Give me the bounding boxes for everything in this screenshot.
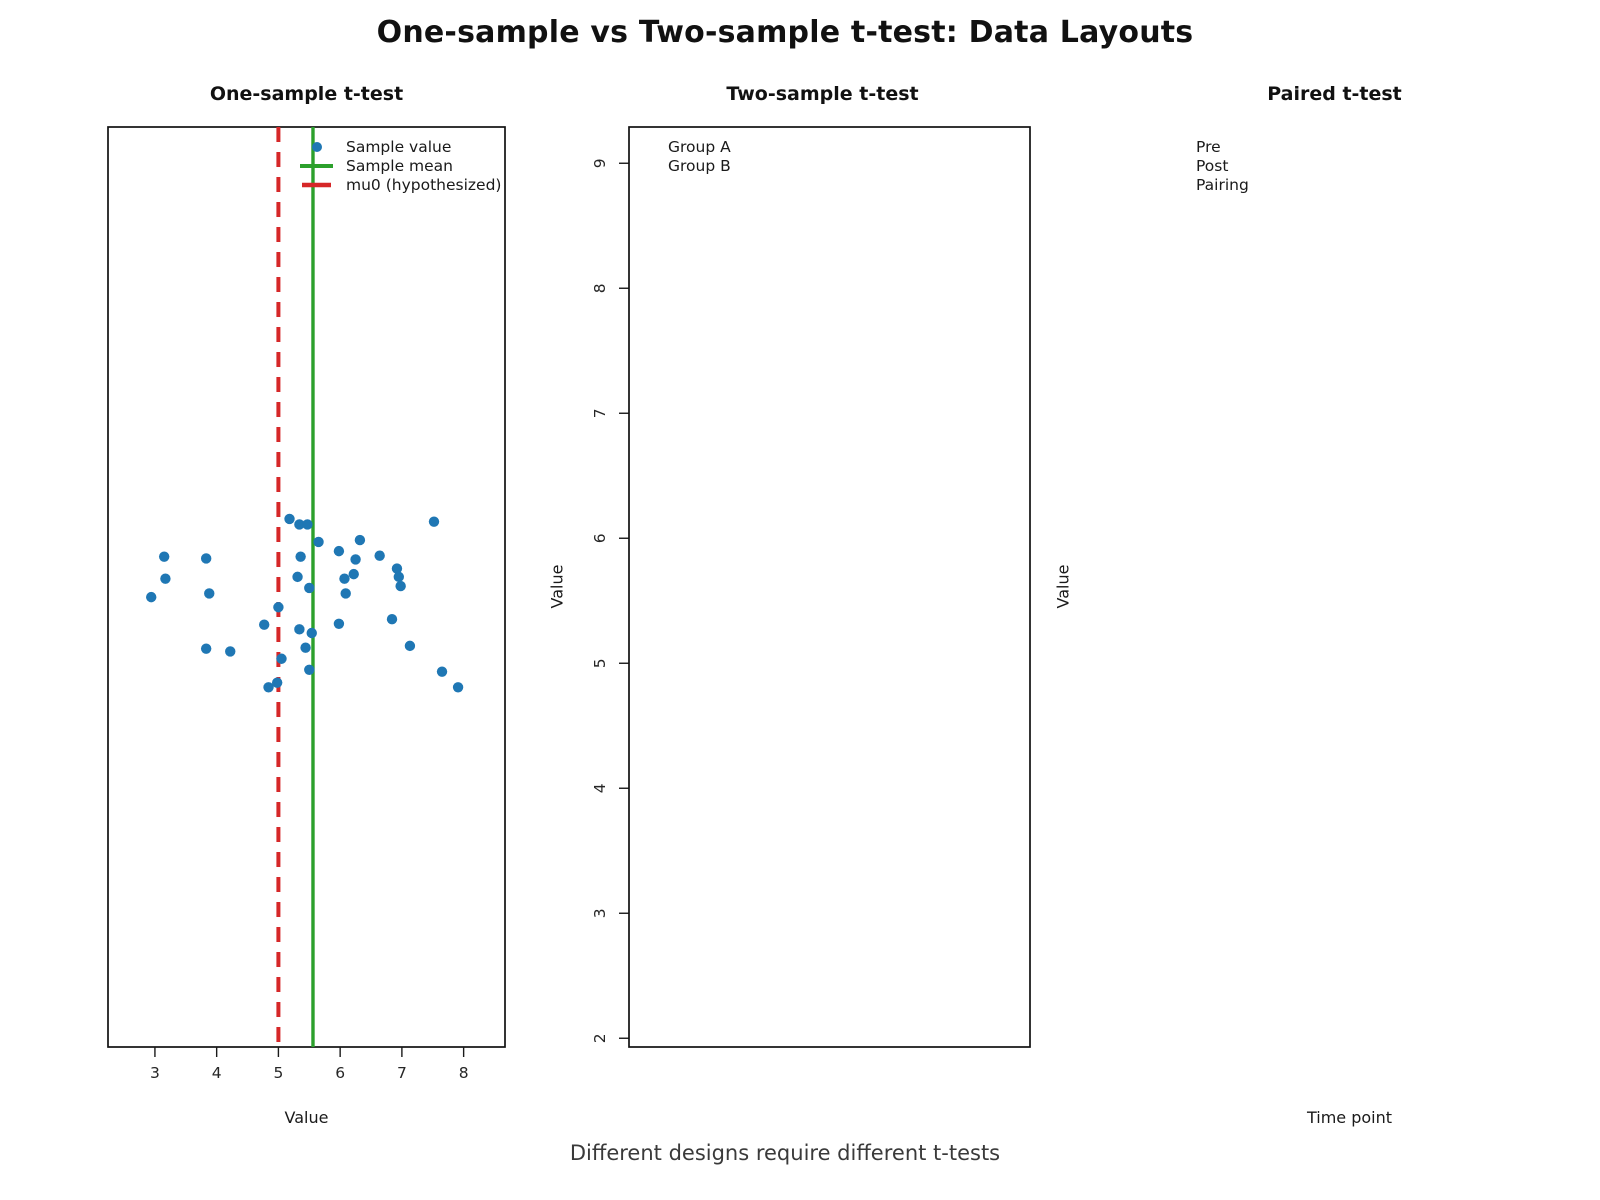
sample-point xyxy=(225,646,236,657)
legend-pre: Pre xyxy=(1196,138,1221,156)
panel3-yaxis-label: Value xyxy=(1053,564,1073,609)
legend-group-b: Group B xyxy=(668,157,731,175)
sample-point xyxy=(348,568,359,580)
x-tick-label: 4 xyxy=(212,1064,222,1082)
panel1-frame xyxy=(107,126,506,1048)
sample-point xyxy=(160,573,171,584)
sample-point xyxy=(428,516,440,527)
panel2-yaxis-label: Value xyxy=(547,564,567,609)
sample-point xyxy=(306,627,317,639)
legend-group-a: Group A xyxy=(668,138,731,156)
sample-point xyxy=(350,554,361,565)
sample-point xyxy=(294,519,305,530)
sample-point xyxy=(333,618,345,629)
x-tick-label: 3 xyxy=(150,1064,160,1082)
y-tick-label: 4 xyxy=(591,783,609,793)
sample-point xyxy=(393,571,405,583)
sample-point xyxy=(304,582,315,594)
y-tick-label: 7 xyxy=(591,408,609,418)
y-tick-label: 2 xyxy=(591,1033,609,1043)
sample-point xyxy=(404,640,416,652)
panel3-xaxis-label: Time point xyxy=(1306,1108,1393,1127)
sample-point xyxy=(271,677,283,688)
sample-point xyxy=(436,666,448,677)
panel2-title: Two-sample t-test xyxy=(726,83,919,105)
sample-point xyxy=(300,642,311,653)
sample-point xyxy=(284,513,295,525)
sample-point xyxy=(339,573,350,584)
y-tick-label: 3 xyxy=(591,908,609,918)
panel3-title: Paired t-test xyxy=(1267,83,1402,105)
sample-point xyxy=(204,588,215,599)
legend-sample-value-marker xyxy=(312,142,322,152)
sample-point xyxy=(292,571,303,583)
y-tick-label: 6 xyxy=(591,533,609,543)
sample-point xyxy=(263,682,274,693)
sample-point xyxy=(395,580,406,592)
sample-point xyxy=(391,563,403,574)
sample-point xyxy=(354,534,366,546)
sample-point xyxy=(273,602,284,613)
x-tick-label: 7 xyxy=(397,1064,407,1082)
legend-pairing: Pairing xyxy=(1196,176,1249,194)
sample-point xyxy=(146,591,157,603)
sample-point xyxy=(200,553,212,564)
sample-point xyxy=(200,643,212,654)
panel1-title: One-sample t-test xyxy=(209,83,404,105)
sample-point xyxy=(304,664,315,675)
sample-point xyxy=(313,536,324,548)
y-tick-label: 5 xyxy=(591,658,609,668)
sample-point xyxy=(374,550,385,561)
sample-point xyxy=(386,614,398,625)
panel1-xaxis-label: Value xyxy=(284,1108,329,1127)
sample-point xyxy=(294,624,305,635)
sample-point xyxy=(276,653,287,664)
x-tick-label: 8 xyxy=(459,1064,469,1082)
x-tick-label: 6 xyxy=(335,1064,345,1082)
sample-point xyxy=(259,619,270,630)
sample-point xyxy=(340,588,351,599)
y-tick-label: 9 xyxy=(591,158,609,168)
legend-post: Post xyxy=(1196,157,1229,175)
figure-title: One-sample vs Two-sample t-test: Data La… xyxy=(376,15,1194,50)
legend-sample-value: Sample value xyxy=(346,138,452,156)
sample-point xyxy=(158,551,170,562)
sample-point xyxy=(295,551,306,562)
sample-point xyxy=(333,545,345,557)
panel2-frame xyxy=(628,126,1031,1048)
sample-point xyxy=(452,682,464,693)
x-tick-label: 5 xyxy=(273,1064,283,1082)
legend-mu0: mu0 (hypothesized) xyxy=(346,176,502,194)
legend-sample-mean: Sample mean xyxy=(346,157,454,175)
y-tick-label: 8 xyxy=(591,283,609,293)
figure-subtitle: Different designs require different t-te… xyxy=(569,1141,1001,1165)
sample-point xyxy=(302,519,313,530)
